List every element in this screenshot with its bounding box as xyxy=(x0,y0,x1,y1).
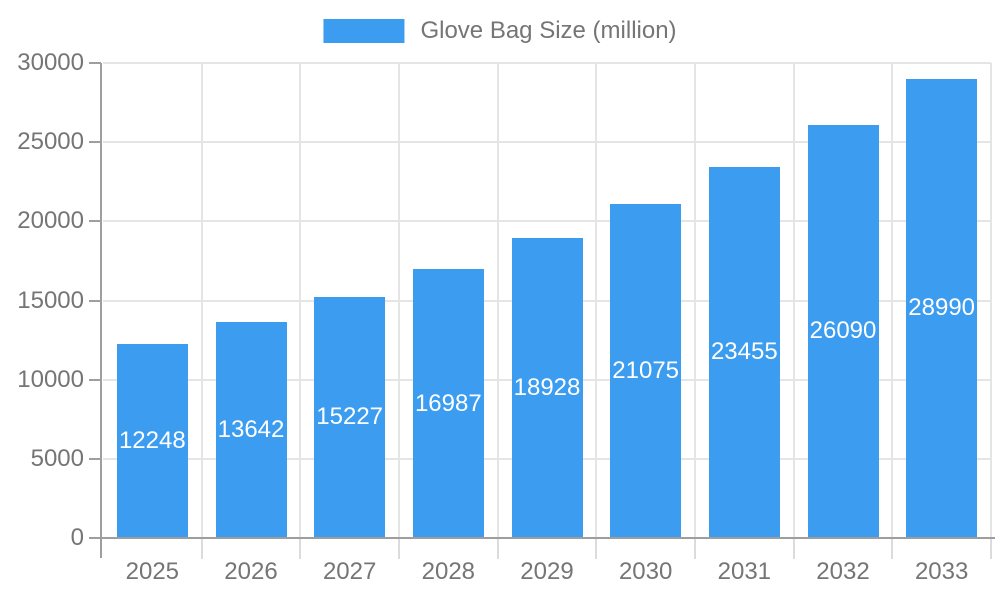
bar[interactable]: 13642 xyxy=(215,322,287,538)
x-axis-tick-label: 2033 xyxy=(914,558,969,585)
y-axis-tick-label: 30000 xyxy=(17,49,84,76)
v-gridline xyxy=(496,63,499,538)
x-axis-tick xyxy=(990,539,992,559)
legend-swatch-icon xyxy=(323,19,405,43)
x-axis-tick xyxy=(595,539,598,559)
y-axis-tick-label: 20000 xyxy=(17,207,84,235)
x-axis-tick xyxy=(200,539,203,559)
y-axis-tick xyxy=(89,62,101,64)
bar-value-label: 26090 xyxy=(809,317,877,345)
h-gridline xyxy=(103,62,991,64)
bar[interactable]: 26090 xyxy=(807,124,879,538)
v-gridline xyxy=(398,63,400,538)
bar-value-label: 18928 xyxy=(513,374,581,402)
bar-value-label: 15227 xyxy=(316,403,384,431)
y-axis-tick xyxy=(89,141,101,144)
x-axis-tick xyxy=(891,539,894,559)
y-axis-tick xyxy=(89,220,101,223)
y-axis-tick-label: 0 xyxy=(70,524,84,551)
bar[interactable]: 15227 xyxy=(314,296,386,538)
legend-label: Glove Bag Size (million) xyxy=(420,17,677,44)
y-axis-tick xyxy=(89,457,101,460)
legend[interactable]: Glove Bag Size (million) xyxy=(323,17,677,45)
bar[interactable]: 21075 xyxy=(610,204,682,538)
v-gridline xyxy=(792,63,795,538)
bar[interactable]: 28990 xyxy=(906,78,978,538)
x-axis-tick xyxy=(398,539,400,559)
x-axis-tick-label: 2027 xyxy=(322,558,377,585)
x-axis-tick-label: 2026 xyxy=(224,558,278,585)
v-gridline xyxy=(200,63,203,538)
y-axis-tick-label: 15000 xyxy=(17,286,84,314)
x-axis-tick-label: 2032 xyxy=(816,558,870,585)
bar-value-label: 28990 xyxy=(908,294,976,322)
y-axis-tick-label: 25000 xyxy=(17,128,84,156)
y-axis-tick xyxy=(89,299,101,302)
x-axis-tick-label: 2031 xyxy=(717,558,772,585)
x-axis-tick-label: 2029 xyxy=(520,558,574,585)
v-gridline xyxy=(299,63,302,538)
x-axis-tick xyxy=(792,539,795,559)
y-axis-tick xyxy=(89,378,101,381)
x-axis-line xyxy=(89,537,995,539)
x-axis-tick xyxy=(496,539,499,559)
bar-value-label: 16987 xyxy=(414,389,482,417)
v-gridline xyxy=(891,63,894,538)
bar-value-label: 21075 xyxy=(612,357,680,385)
x-axis-tick-label: 2030 xyxy=(618,558,673,585)
bar[interactable]: 16987 xyxy=(412,269,484,538)
h-gridline xyxy=(103,141,991,144)
bar[interactable]: 12248 xyxy=(116,344,188,538)
v-gridline xyxy=(990,63,992,538)
bar-value-label: 13642 xyxy=(217,415,285,443)
bar[interactable]: 18928 xyxy=(511,238,583,538)
x-axis-tick-label: 2025 xyxy=(125,558,180,585)
y-axis-tick-label: 5000 xyxy=(30,444,84,472)
bar[interactable]: 23455 xyxy=(708,166,780,538)
h-gridline xyxy=(103,220,991,223)
v-gridline xyxy=(694,63,696,538)
bar-value-label: 12248 xyxy=(118,427,186,455)
x-axis-tick xyxy=(299,539,302,559)
v-gridline xyxy=(595,63,598,538)
x-axis-tick xyxy=(694,539,696,559)
y-axis-tick xyxy=(89,537,101,539)
y-axis-line xyxy=(100,63,102,558)
x-axis-tick-label: 2028 xyxy=(421,558,476,585)
bar-value-label: 23455 xyxy=(710,338,778,366)
y-axis-tick-label: 10000 xyxy=(17,365,84,393)
